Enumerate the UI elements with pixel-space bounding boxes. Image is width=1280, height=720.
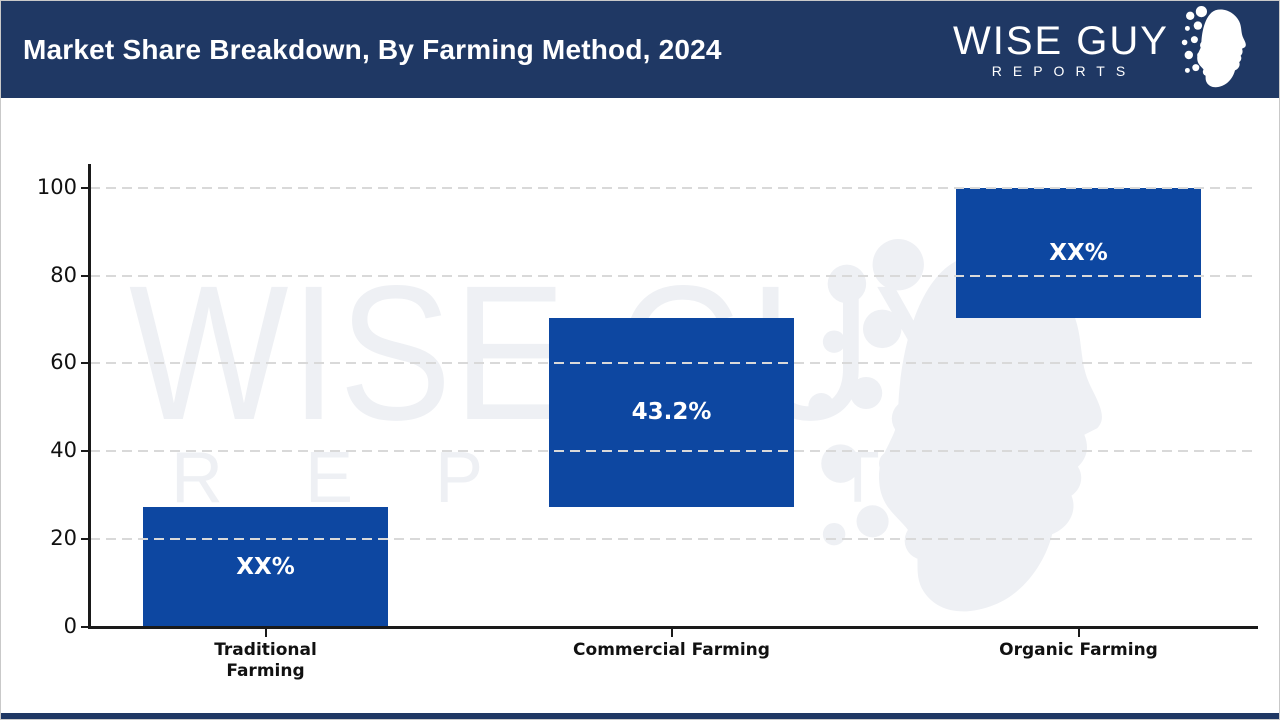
logo-text: WISE GUY REPORTS bbox=[953, 20, 1169, 79]
x-category-label: Commercial Farming bbox=[573, 640, 770, 660]
bar-value-label: 43.2% bbox=[631, 399, 712, 426]
page-title: Market Share Breakdown, By Farming Metho… bbox=[23, 33, 722, 65]
y-tick-mark bbox=[81, 537, 89, 540]
y-tick-label: 40 bbox=[50, 438, 77, 463]
bar-value-label: XX% bbox=[236, 553, 295, 580]
y-tick-label: 20 bbox=[50, 525, 77, 550]
x-tick-mark bbox=[670, 629, 673, 637]
header-band: Market Share Breakdown, By Farming Metho… bbox=[1, 1, 1279, 98]
bar-value-label: XX% bbox=[1049, 239, 1108, 266]
gridline bbox=[90, 362, 1258, 365]
face-profile-icon bbox=[1173, 5, 1255, 94]
y-tick-mark bbox=[81, 625, 89, 628]
y-tick-mark bbox=[81, 274, 89, 277]
x-tick-mark bbox=[1077, 629, 1080, 637]
wise-guy-reports-logo: WISE GUY REPORTS bbox=[953, 5, 1255, 94]
y-tick-label: 0 bbox=[63, 613, 77, 638]
y-tick-label: 60 bbox=[50, 350, 77, 375]
gridline bbox=[90, 537, 1258, 540]
bar-segment: XX% bbox=[956, 188, 1201, 318]
x-category-label: Traditional Farming bbox=[214, 640, 317, 681]
x-axis-line bbox=[88, 626, 1258, 629]
logo-wiseguy-text: WISE GUY bbox=[952, 19, 1169, 63]
footer-band bbox=[1, 713, 1279, 719]
x-category-label: Organic Farming bbox=[999, 640, 1158, 660]
y-axis-line bbox=[88, 164, 91, 628]
logo-reports-text: REPORTS bbox=[991, 63, 1137, 79]
y-tick-label: 100 bbox=[36, 175, 77, 199]
gridline bbox=[90, 274, 1258, 277]
x-tick-mark bbox=[264, 629, 267, 637]
gridline bbox=[90, 450, 1258, 453]
y-tick-mark bbox=[81, 362, 89, 365]
bar-segment: XX% bbox=[143, 507, 388, 627]
y-tick-mark bbox=[81, 187, 89, 189]
gridline bbox=[90, 187, 1258, 189]
y-tick-label: 80 bbox=[50, 262, 77, 287]
y-tick-mark bbox=[81, 450, 89, 453]
watermark-face-icon bbox=[741, 239, 1171, 628]
bar-segment: 43.2% bbox=[549, 317, 794, 508]
